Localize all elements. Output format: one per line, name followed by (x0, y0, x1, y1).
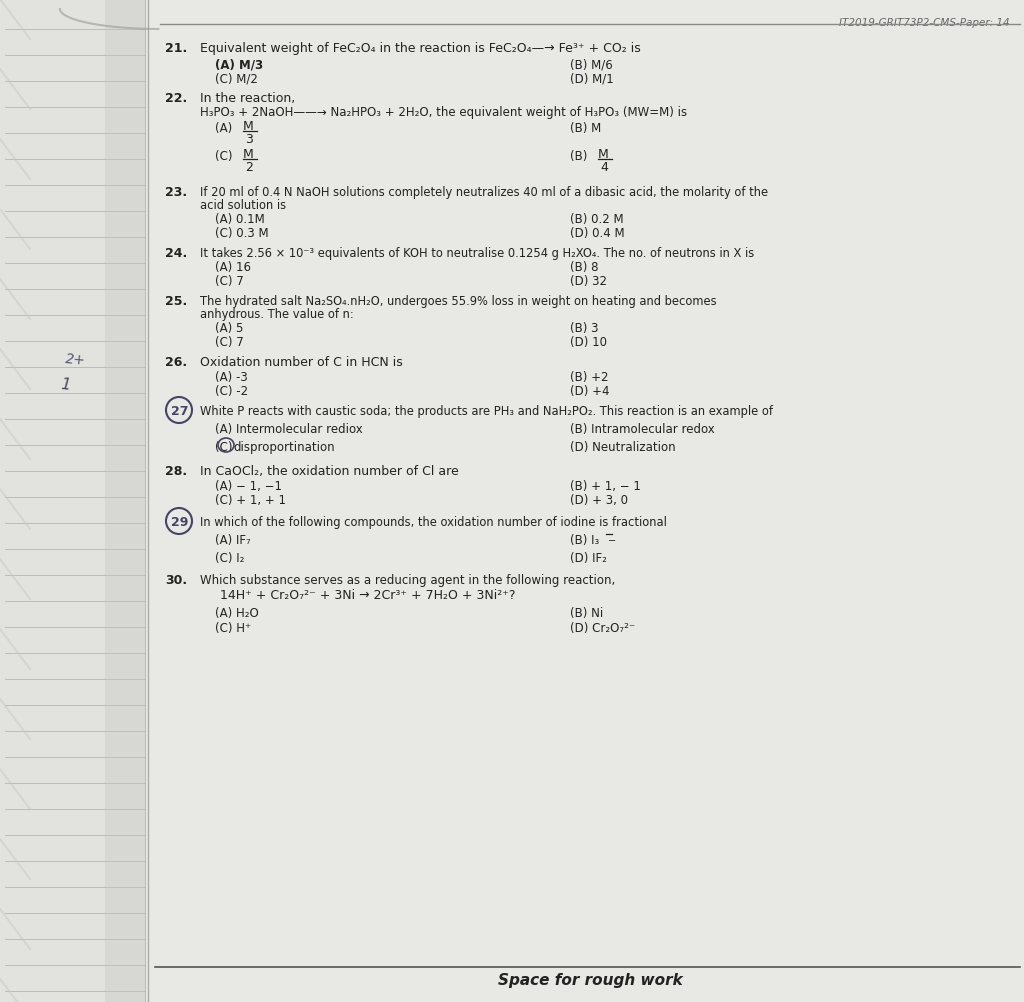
Text: (A) 16: (A) 16 (215, 261, 251, 274)
Text: −: − (608, 535, 616, 545)
Text: 28.: 28. (165, 465, 187, 478)
Text: (C): (C) (215, 441, 232, 454)
Text: (D) + 3, 0: (D) + 3, 0 (570, 494, 628, 506)
Text: (A) 5: (A) 5 (215, 322, 244, 335)
Text: M: M (243, 148, 254, 161)
Text: (D) 32: (D) 32 (570, 275, 607, 288)
Text: 21.: 21. (165, 42, 187, 55)
FancyBboxPatch shape (105, 0, 165, 1002)
Text: 30.: 30. (165, 573, 187, 586)
Text: (A) H₂O: (A) H₂O (215, 606, 259, 619)
Text: (B) 8: (B) 8 (570, 261, 598, 274)
FancyBboxPatch shape (145, 0, 1024, 1002)
Text: (D) Neutralization: (D) Neutralization (570, 441, 676, 454)
Text: disproportination: disproportination (233, 441, 335, 454)
Text: White P reacts with caustic soda; the products are PH₃ and NaH₂PO₂. This reactio: White P reacts with caustic soda; the pr… (200, 405, 773, 418)
Text: 3: 3 (245, 133, 253, 146)
Text: It takes 2.56 × 10⁻³ equivalents of KOH to neutralise 0.1254 g H₂XO₄. The no. of: It takes 2.56 × 10⁻³ equivalents of KOH … (200, 246, 755, 260)
FancyBboxPatch shape (0, 0, 165, 1002)
Text: In the reaction,: In the reaction, (200, 92, 295, 105)
Text: (B) 0.2 M: (B) 0.2 M (570, 212, 624, 225)
Text: (C): (C) (215, 150, 232, 163)
Text: (A) 0.1M: (A) 0.1M (215, 212, 265, 225)
Text: (B) Ni: (B) Ni (570, 606, 603, 619)
Text: M: M (243, 120, 254, 133)
Text: (A): (A) (215, 122, 232, 135)
Text: (B) +2: (B) +2 (570, 371, 608, 384)
Text: (C) H⁺: (C) H⁺ (215, 621, 251, 634)
Text: 23.: 23. (165, 185, 187, 198)
Text: (C) 7: (C) 7 (215, 336, 244, 349)
Text: 24.: 24. (165, 246, 187, 260)
Text: 14H⁺ + Cr₂O₇²⁻ + 3Ni → 2Cr³⁺ + 7H₂O + 3Ni²⁺?: 14H⁺ + Cr₂O₇²⁻ + 3Ni → 2Cr³⁺ + 7H₂O + 3N… (220, 588, 515, 601)
Text: 25.: 25. (165, 295, 187, 308)
Text: The hydrated salt Na₂SO₄.nH₂O, undergoes 55.9% loss in weight on heating and bec: The hydrated salt Na₂SO₄.nH₂O, undergoes… (200, 295, 717, 308)
Text: 2+: 2+ (65, 352, 86, 368)
Text: (A) M/3: (A) M/3 (215, 58, 263, 71)
Text: (C) + 1, + 1: (C) + 1, + 1 (215, 494, 286, 506)
Text: (C) I₂: (C) I₂ (215, 551, 245, 564)
Text: (D) Cr₂O₇²⁻: (D) Cr₂O₇²⁻ (570, 621, 635, 634)
Text: Which substance serves as a reducing agent in the following reaction,: Which substance serves as a reducing age… (200, 573, 615, 586)
Text: In CaOCl₂, the oxidation number of Cl are: In CaOCl₂, the oxidation number of Cl ar… (200, 465, 459, 478)
Text: (D) IF₂: (D) IF₂ (570, 551, 607, 564)
Text: (B) I₃: (B) I₃ (570, 533, 599, 546)
Text: (A) IF₇: (A) IF₇ (215, 533, 251, 546)
Text: IT2019-GRIT73P2-CMS-Paper: 14: IT2019-GRIT73P2-CMS-Paper: 14 (840, 18, 1010, 28)
Text: M: M (598, 148, 608, 161)
Text: (C) 0.3 M: (C) 0.3 M (215, 226, 268, 239)
Text: 2: 2 (245, 161, 253, 173)
Text: Oxidation number of C in HCN is: Oxidation number of C in HCN is (200, 356, 402, 369)
Text: 29: 29 (171, 515, 188, 528)
Text: H₃PO₃ + 2NaOH——→ Na₂HPO₃ + 2H₂O, the equivalent weight of H₃PO₃ (MW=M) is: H₃PO₃ + 2NaOH——→ Na₂HPO₃ + 2H₂O, the equ… (200, 106, 687, 119)
Text: (D) 10: (D) 10 (570, 336, 607, 349)
Text: In which of the following compounds, the oxidation number of iodine is fractiona: In which of the following compounds, the… (200, 515, 667, 528)
Text: acid solution is: acid solution is (200, 198, 286, 211)
Text: (A) − 1, −1: (A) − 1, −1 (215, 480, 282, 493)
Text: 1: 1 (59, 377, 71, 393)
Text: (B) M: (B) M (570, 122, 601, 135)
Text: (B) 3: (B) 3 (570, 322, 598, 335)
Text: 27: 27 (171, 405, 188, 418)
Text: (D) M/1: (D) M/1 (570, 72, 613, 85)
Text: (A) -3: (A) -3 (215, 371, 248, 384)
Text: anhydrous. The value of n:: anhydrous. The value of n: (200, 308, 353, 321)
Text: 26.: 26. (165, 356, 187, 369)
Text: (D) +4: (D) +4 (570, 385, 609, 398)
Text: Equivalent weight of FeC₂O₄ in the reaction is FeC₂O₄—→ Fe³⁺ + CO₂ is: Equivalent weight of FeC₂O₄ in the react… (200, 42, 641, 55)
Text: (A) Intermolecular rediox: (A) Intermolecular rediox (215, 423, 362, 436)
Text: (D) 0.4 M: (D) 0.4 M (570, 226, 625, 239)
Text: (B) M/6: (B) M/6 (570, 58, 612, 71)
Text: (C) M/2: (C) M/2 (215, 72, 258, 85)
Text: Space for rough work: Space for rough work (498, 972, 682, 987)
Text: (C) -2: (C) -2 (215, 385, 248, 398)
Text: (B) Intramolecular redox: (B) Intramolecular redox (570, 423, 715, 436)
Text: 22.: 22. (165, 92, 187, 105)
Text: (B): (B) (570, 150, 588, 163)
Text: (B) + 1, − 1: (B) + 1, − 1 (570, 480, 641, 493)
Text: (C) 7: (C) 7 (215, 275, 244, 288)
Text: 4: 4 (600, 161, 608, 173)
Text: If 20 ml of 0.4 N NaOH solutions completely neutralizes 40 ml of a dibasic acid,: If 20 ml of 0.4 N NaOH solutions complet… (200, 185, 768, 198)
